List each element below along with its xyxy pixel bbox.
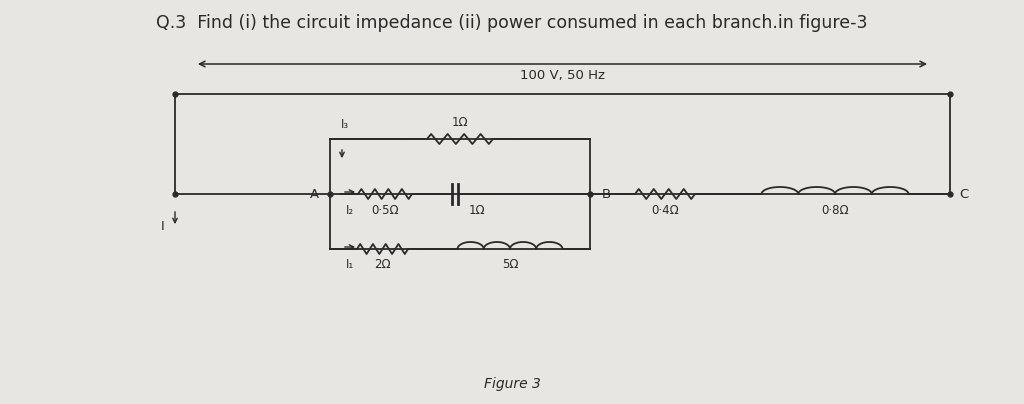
Text: 0·5Ω: 0·5Ω xyxy=(371,204,398,217)
Text: B: B xyxy=(601,187,610,200)
Text: 1Ω: 1Ω xyxy=(452,116,468,130)
Text: Q.3  Find (i) the circuit impedance (ii) power consumed in each branch.in figure: Q.3 Find (i) the circuit impedance (ii) … xyxy=(157,14,867,32)
Text: C: C xyxy=(959,187,969,200)
Text: 100 V, 50 Hz: 100 V, 50 Hz xyxy=(520,69,605,82)
Text: 1Ω: 1Ω xyxy=(469,204,485,217)
Text: I₁: I₁ xyxy=(346,259,354,271)
Text: 2Ω: 2Ω xyxy=(374,257,391,271)
Text: Figure 3: Figure 3 xyxy=(483,377,541,391)
Text: I: I xyxy=(161,219,165,232)
Text: I₃: I₃ xyxy=(341,118,349,131)
Text: A: A xyxy=(309,187,318,200)
Text: I₂: I₂ xyxy=(346,204,354,217)
Text: 0·8Ω: 0·8Ω xyxy=(821,204,849,217)
Text: 0·4Ω: 0·4Ω xyxy=(651,204,679,217)
Text: 5Ω: 5Ω xyxy=(502,257,518,271)
